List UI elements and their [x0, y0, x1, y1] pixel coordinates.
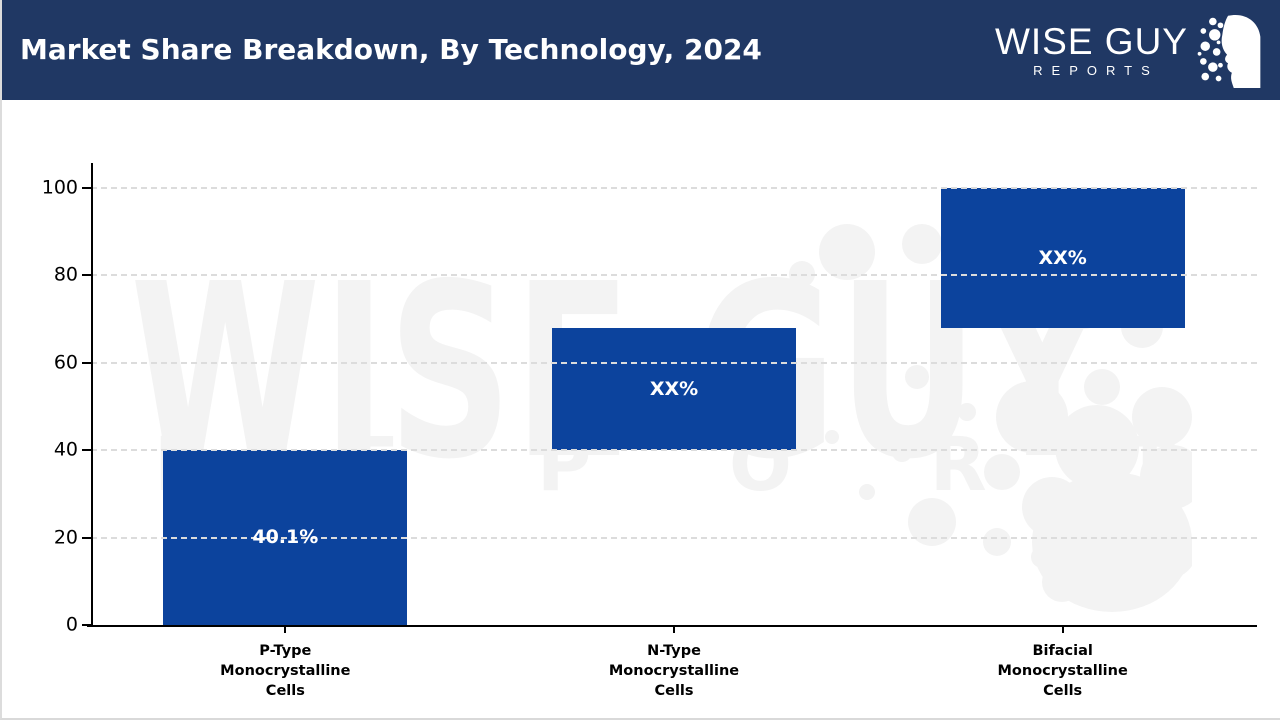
category-label: Cells [1043, 683, 1083, 699]
y-tick-mark [82, 186, 91, 189]
category-label: Monocrystalline [997, 663, 1128, 679]
y-tick-mark [82, 361, 91, 364]
y-tick-label: 100 [41, 176, 78, 199]
y-tick-mark [82, 449, 91, 451]
category-label: Cells [654, 683, 694, 699]
y-axis-line [91, 163, 93, 627]
header-bar: Market Share Breakdown, By Technology, 2… [2, 0, 1280, 100]
category-label: P-Type [259, 643, 312, 659]
logo-face-icon [1197, 14, 1261, 88]
y-tick-mark [82, 624, 91, 626]
category-label: N-Type [647, 643, 701, 659]
logo-reports-label: REPORTS [1033, 63, 1159, 79]
logo-text: WISE GUY REPORTS [994, 20, 1188, 79]
bar-value-label: XX% [1038, 246, 1087, 269]
gridline [91, 449, 1257, 451]
x-axis-line [87, 625, 1257, 627]
bar-value-label: XX% [649, 377, 699, 400]
y-tick-mark [82, 536, 91, 539]
bar-segment [552, 327, 796, 450]
logo-wiseguy-label: WISE GUY [994, 20, 1188, 62]
gridline [91, 361, 1257, 364]
bar-segment [940, 187, 1185, 328]
y-tick-label: 80 [53, 263, 78, 286]
category-label: Cells [265, 683, 305, 699]
category-label: Monocrystalline [220, 663, 351, 679]
wise-guy-reports-logo: WISE GUY REPORTS [995, 12, 1268, 88]
gridline [91, 274, 1257, 276]
y-tick-label: 20 [53, 526, 78, 549]
chart-title: Market Share Breakdown, By Technology, 2… [20, 33, 762, 66]
category-label: Bifacial [1032, 643, 1093, 659]
y-tick-label: 40 [53, 438, 78, 461]
x-tick-mark [284, 625, 287, 633]
bar-value-label: 40.1% [252, 526, 319, 549]
x-tick-mark [1061, 625, 1064, 633]
watermark-face-dots [789, 224, 1192, 612]
category-label: Monocrystalline [608, 663, 740, 679]
x-tick-mark [673, 625, 675, 633]
gridline [91, 186, 1257, 189]
gridline [91, 536, 1257, 539]
y-tick-mark [82, 274, 91, 276]
y-tick-label: 0 [65, 613, 78, 636]
y-tick-label: 60 [53, 351, 78, 374]
